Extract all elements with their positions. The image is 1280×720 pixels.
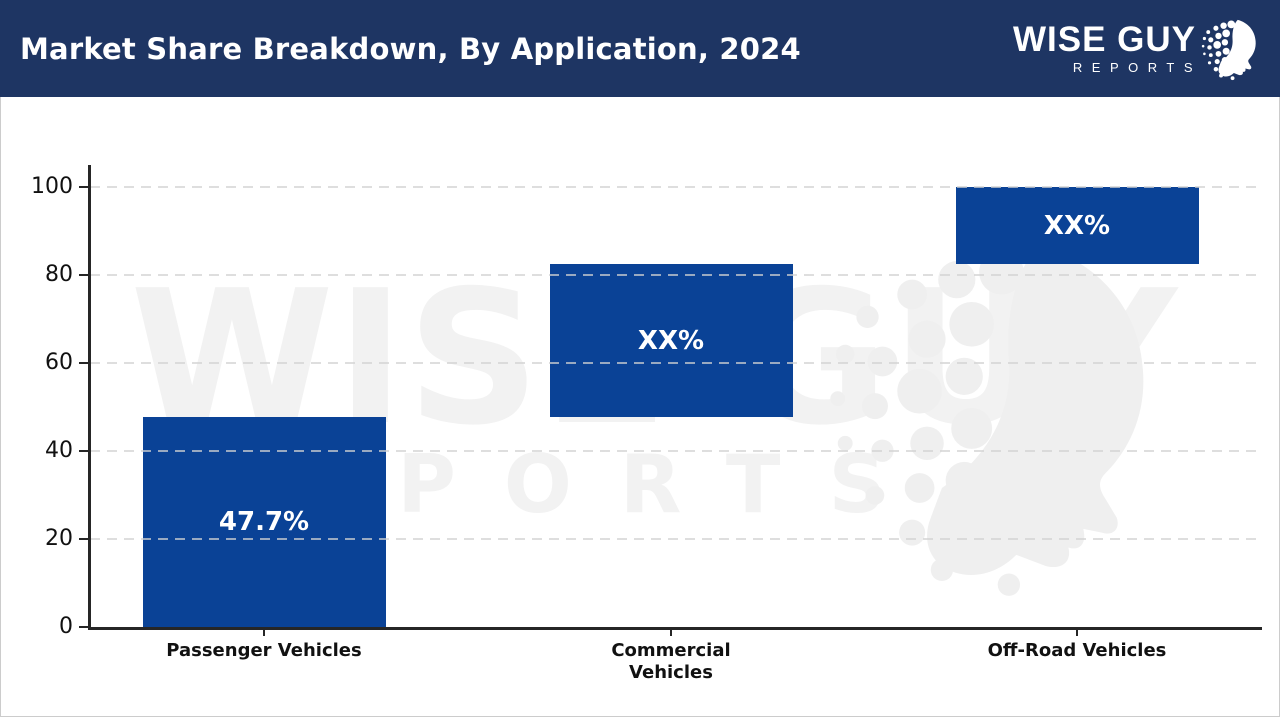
x-tick [1076, 629, 1078, 636]
bar: 47.7% [142, 417, 386, 627]
x-category-label: Passenger Vehicles [166, 640, 362, 661]
wiseguy-logo: WISE GUY REPORTS [1012, 6, 1262, 92]
y-tick-label: 20 [45, 526, 73, 551]
y-tick [79, 186, 88, 188]
bar: XX% [955, 187, 1199, 264]
y-tick-label: 0 [59, 614, 73, 639]
y-tick [79, 538, 88, 540]
y-gridline [90, 362, 1262, 364]
bar-value-label: 47.7% [218, 507, 310, 538]
header-bar: Market Share Breakdown, By Application, … [0, 0, 1280, 97]
logo-wiseguy-label: WISE GUY [1012, 20, 1196, 59]
y-tick [79, 626, 88, 628]
x-tick [670, 629, 672, 636]
y-gridline [90, 186, 1262, 188]
x-category-label: Off-Road Vehicles [987, 640, 1167, 661]
bar: XX% [549, 264, 793, 418]
chart-region: 0 20 40 60 80 100 47.7% Passenger Vehicles XX% Co… [0, 97, 1280, 717]
x-axis-line [88, 627, 1262, 630]
y-gridline [90, 274, 1262, 276]
logo-head-icon [1201, 19, 1256, 81]
x-category-label: Commercial Vehicles [611, 640, 731, 683]
bar-value-label: XX% [1043, 210, 1111, 241]
y-tick [79, 450, 88, 452]
y-tick [79, 362, 88, 364]
y-axis-line [88, 165, 91, 630]
page-title: Market Share Breakdown, By Application, … [20, 31, 801, 66]
y-gridline [90, 538, 1262, 540]
y-gridline [90, 450, 1262, 452]
y-tick-label: 40 [45, 438, 73, 463]
y-tick [79, 274, 88, 276]
logo-reports-label: REPORTS [1072, 60, 1202, 75]
y-tick-label: 100 [31, 174, 73, 199]
bar-value-label: XX% [637, 325, 705, 356]
y-tick-label: 80 [45, 262, 73, 287]
y-tick-label: 60 [45, 350, 73, 375]
x-tick [263, 629, 265, 636]
